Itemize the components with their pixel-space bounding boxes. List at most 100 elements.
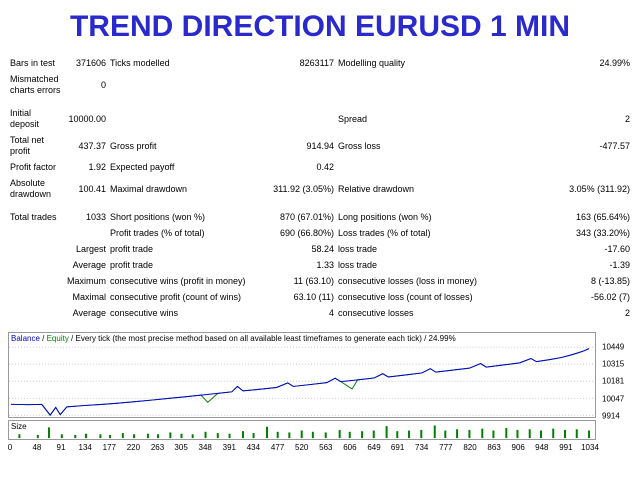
stat-value: 371606 [75, 58, 106, 68]
stat-label: Absolute drawdown [10, 178, 52, 199]
stat-value: 58.24 [311, 244, 334, 254]
balance-line [10, 348, 590, 416]
table-row: Initial deposit 10000.00 Spread 2 [8, 106, 632, 133]
table-row: Absolute drawdown 100.41 Maximal drawdown 3… [8, 176, 632, 203]
stat-value: 914.94 [306, 140, 334, 151]
x-tick-label: 563 [319, 443, 333, 452]
stat-label: Mismatched charts errors [10, 74, 61, 95]
stat-value: 343 (33.20%) [575, 228, 630, 238]
equity-line [10, 348, 590, 417]
y-tick-label: 10181 [602, 376, 625, 386]
x-tick-label: 220 [126, 443, 141, 452]
table-row: Mismatched charts errors 0 [8, 72, 632, 99]
stat-value: 1.92 [88, 162, 106, 172]
stat-value: -17.60 [604, 244, 630, 254]
table-row: Maximum consecutive wins (profit in money… [8, 274, 632, 290]
table-row: Total trades 1033 Short positions (won %) 8… [8, 210, 632, 226]
stat-label: Relative drawdown [338, 183, 415, 194]
stat-label [8, 226, 64, 242]
size-bar [408, 430, 411, 439]
stat-label: Long positions (won %) [338, 212, 432, 222]
balance-chart: Balance / Equity / Every tick (the most … [8, 332, 632, 454]
x-tick-label: 434 [246, 443, 261, 452]
x-tick-label: 48 [32, 443, 42, 452]
x-tick-label: 520 [295, 443, 309, 452]
size-bar [468, 429, 471, 439]
stat-value: Largest [75, 244, 106, 254]
size-bar [552, 428, 555, 439]
size-bar [338, 429, 341, 439]
x-tick-label: 348 [198, 443, 212, 452]
size-label: Size [11, 422, 27, 431]
stat-value: 437.37 [78, 140, 106, 151]
backtest-report-page: TREND DIRECTION EURUSD 1 MIN Bars in tes… [0, 10, 640, 454]
size-bar [396, 431, 399, 439]
stat-label: Gross profit [110, 140, 157, 151]
size-bar [60, 434, 63, 439]
stat-label: consecutive profit (count of wins) [110, 292, 242, 302]
page-title: TREND DIRECTION EURUSD 1 MIN [69, 10, 571, 43]
legend-method-label: Every tick (the most precise method base… [75, 334, 456, 343]
stat-value: 1.33 [316, 260, 334, 270]
x-tick-label: 906 [511, 443, 525, 452]
size-bar [146, 433, 149, 439]
x-tick-label: 820 [463, 443, 477, 452]
stat-label: consecutive losses [338, 308, 414, 318]
table-row: Average consecutive wins 4 consecutive loss… [8, 306, 632, 322]
legend-balance-label: Balance [11, 334, 40, 343]
table-row: Profit trades (% of total) 690 (66.80%) Lo… [8, 226, 632, 242]
x-tick-label: 691 [390, 443, 405, 452]
stat-value: 63.10 (11) [293, 292, 334, 302]
size-band: Size [8, 420, 596, 440]
x-tick-label: 734 [415, 443, 429, 452]
stat-label [8, 290, 64, 306]
size-bar [74, 434, 77, 439]
stat-value: 8263117 [299, 58, 334, 68]
stat-label: Spread [338, 113, 368, 124]
y-tick-label: 10315 [602, 359, 625, 369]
stat-value: 690 (66.80%) [279, 228, 334, 238]
stat-label: loss trade [338, 260, 378, 270]
stat-value: 163 (65.64%) [575, 212, 630, 222]
stat-value: Maximum [66, 276, 106, 286]
stat-value: 311.92 (3.05%) [273, 183, 334, 194]
stat-value [266, 106, 336, 133]
stat-value: 1033 [85, 212, 106, 222]
stat-label: loss trade [338, 244, 378, 254]
stat-value: 3.05% (311.92) [569, 183, 630, 194]
size-bar [516, 429, 519, 439]
size-bar [588, 430, 591, 439]
stat-value: 4 [328, 308, 334, 318]
legend-separator: / [68, 334, 76, 343]
stat-value: Average [72, 260, 106, 270]
size-bar [372, 430, 375, 439]
size-bar [191, 434, 194, 439]
spacer-row [8, 99, 632, 106]
stat-label [8, 258, 64, 274]
stat-value: 2 [624, 308, 630, 318]
size-bar [361, 431, 364, 439]
size-bar [539, 430, 542, 439]
stat-label: profit trade [110, 260, 154, 270]
y-tick-label: 10449 [602, 342, 625, 351]
stat-label [108, 72, 266, 99]
size-bar [528, 429, 531, 439]
table-row: Profit factor 1.92 Expected payoff 0.42 [8, 160, 632, 176]
x-tick-label: 948 [535, 443, 549, 452]
size-bar [311, 431, 314, 439]
size-bar [385, 426, 388, 439]
stat-value [494, 72, 632, 99]
x-tick-label: 863 [487, 443, 501, 452]
table-row: Average profit trade 1.33 loss trade -1.39 [8, 258, 632, 274]
stat-label: consecutive wins [110, 308, 179, 318]
stat-label: Bars in test [10, 58, 56, 68]
stat-value: -477.57 [599, 140, 630, 151]
stat-label: Total net profit [10, 135, 45, 156]
size-bar [204, 431, 207, 439]
size-bar [505, 428, 508, 439]
stat-label: consecutive losses (loss in money) [338, 276, 478, 286]
table-row: Bars in test 371606 Ticks modelled 8263117 M… [8, 56, 632, 72]
stat-value: -1.39 [609, 260, 630, 270]
x-tick-label: 991 [559, 443, 573, 452]
size-bar [266, 426, 269, 439]
